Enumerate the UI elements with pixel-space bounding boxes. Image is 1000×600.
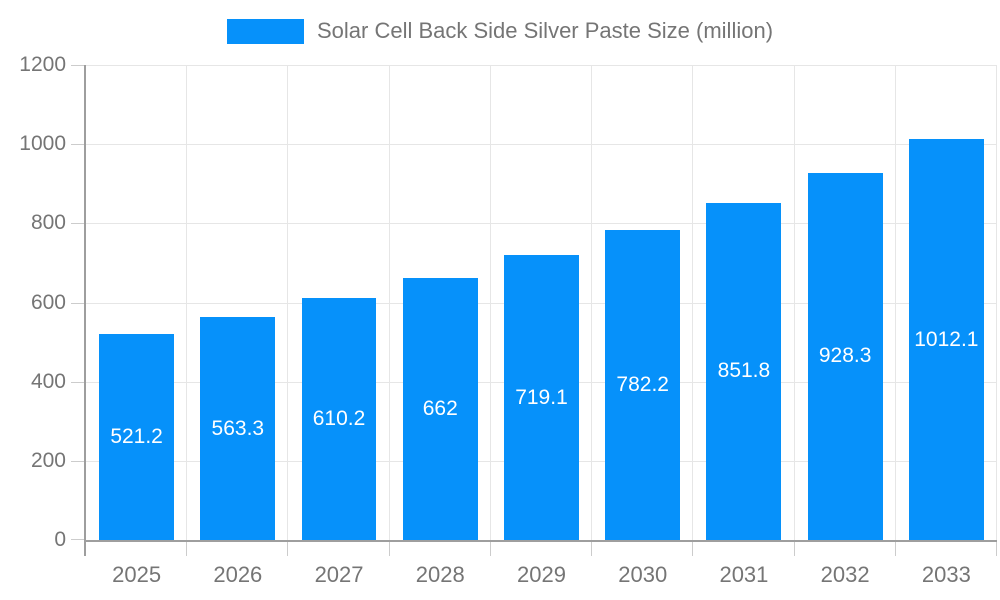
x-axis-tick [591, 542, 592, 556]
y-axis-tick-label: 800 [30, 211, 66, 235]
bar-value-label: 1012.1 [914, 327, 979, 351]
x-axis-tick-label: 2028 [415, 562, 465, 587]
x-axis-tick [186, 542, 187, 556]
legend-label: Solar Cell Back Side Silver Paste Size (… [316, 18, 774, 43]
gridline-vertical [895, 65, 896, 540]
bar-value-label: 719.1 [515, 385, 568, 409]
y-axis-tick-label: 200 [30, 448, 66, 472]
gridline-vertical [186, 65, 187, 540]
x-axis-tick [692, 542, 693, 556]
gridline-vertical [794, 65, 795, 540]
bar-value-label: 928.3 [818, 344, 872, 368]
x-axis-tick [84, 542, 86, 556]
y-axis-tick [71, 65, 84, 66]
x-axis-tick-label: 2031 [719, 562, 769, 587]
bar-value-label: 782.2 [616, 373, 669, 397]
y-axis-tick-label: 1200 [19, 53, 66, 76]
bar[interactable]: 928.3 [807, 172, 883, 540]
gridline-vertical [692, 65, 693, 540]
bar[interactable]: 610.2 [301, 298, 377, 540]
gridline-vertical [996, 65, 997, 540]
x-axis-tick-label: 2029 [517, 562, 566, 587]
gridline-vertical [591, 65, 592, 540]
x-axis-tick [996, 542, 997, 556]
x-axis-tick [389, 542, 390, 556]
bar[interactable]: 1012.1 [908, 139, 984, 540]
y-axis-tick-label: 600 [30, 290, 66, 314]
legend-swatch-icon [226, 18, 304, 44]
bar[interactable]: 851.8 [706, 202, 782, 540]
bar[interactable]: 563.3 [200, 317, 276, 540]
gridline-horizontal [86, 65, 997, 66]
gridline-vertical [287, 65, 288, 540]
bar-value-label: 610.2 [312, 407, 366, 431]
x-axis-tick-label: 2030 [618, 562, 668, 587]
y-axis-tick-label: 0 [54, 528, 66, 551]
bar-value-label: 563.3 [211, 416, 265, 440]
gridline-vertical [490, 65, 491, 540]
y-axis-tick [71, 144, 84, 146]
bar[interactable]: 782.2 [605, 230, 681, 540]
gridline-horizontal [86, 144, 997, 146]
y-axis-tick [71, 302, 84, 304]
x-axis-tick [794, 542, 795, 556]
bar-value-label: 521.2 [110, 424, 163, 448]
y-axis-tick [71, 223, 84, 225]
x-axis-tick-label: 2026 [213, 562, 263, 587]
plot-area: 0 200 400 600 800 1000 1200 521.2 2025 563.3 2026 6… [19, 54, 997, 587]
x-axis-tick-label: 2032 [820, 562, 870, 587]
bar[interactable]: 662 [402, 277, 478, 540]
bar[interactable]: 521.2 [99, 333, 175, 540]
y-axis-tick-label: 1000 [19, 132, 66, 156]
x-axis-tick-label: 2027 [314, 562, 364, 587]
x-axis-tick [490, 542, 491, 556]
bar-value-label: 662 [422, 396, 458, 420]
x-axis-tick-label: 2033 [921, 562, 971, 587]
x-axis-tick-label: 2025 [112, 562, 162, 587]
legend[interactable]: Solar Cell Back Side Silver Paste Size (… [0, 18, 1000, 44]
bar[interactable]: 719.1 [504, 255, 579, 540]
gridline-horizontal [86, 223, 997, 225]
y-axis-tick-label: 400 [30, 369, 66, 393]
x-axis-tick [287, 542, 288, 556]
bar-value-label: 851.8 [717, 359, 771, 383]
y-axis-tick [71, 381, 84, 383]
y-axis-tick [71, 539, 84, 540]
x-axis-tick [895, 542, 896, 556]
gridline-vertical [389, 65, 390, 540]
y-axis-tick [71, 460, 84, 462]
